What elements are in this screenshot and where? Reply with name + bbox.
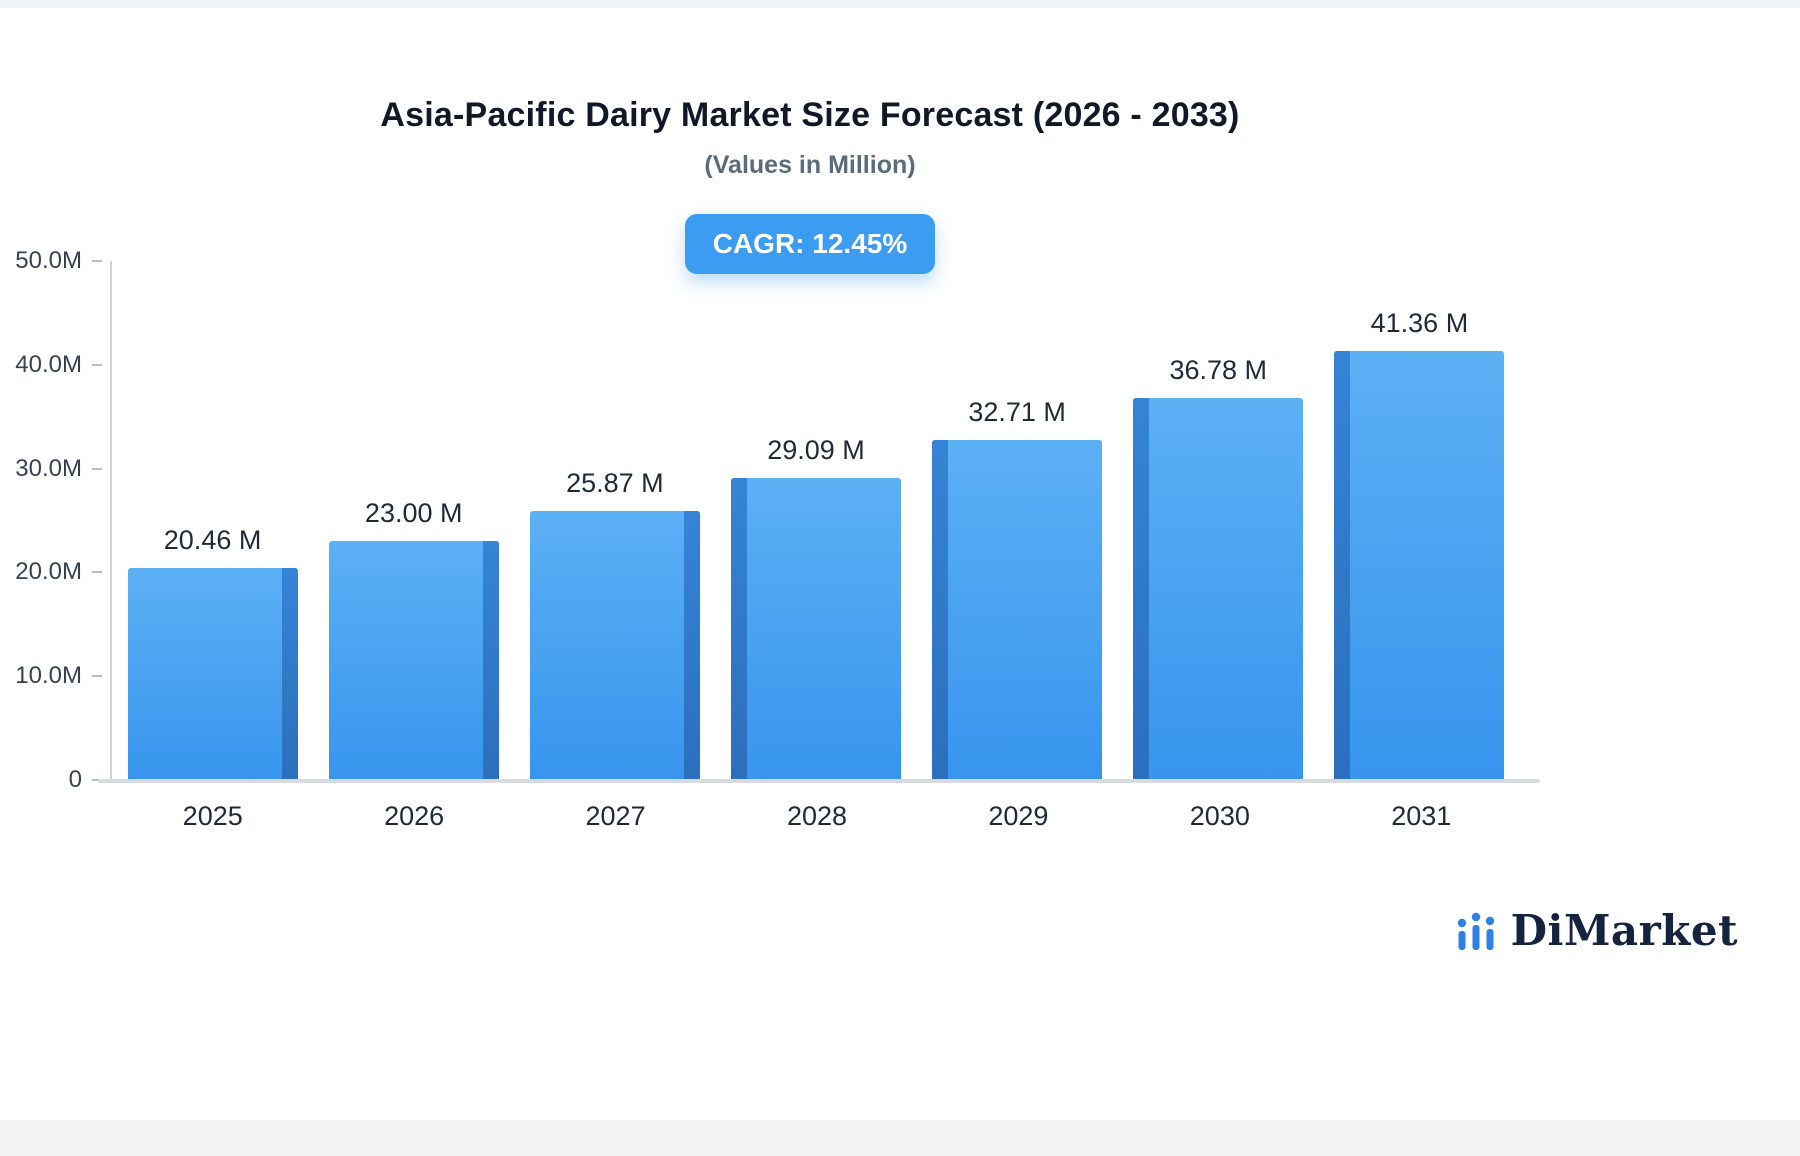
x-axis-labels: 2025 2026 2027 2028 2029 2030 2031 xyxy=(112,801,1522,832)
y-tick-mark xyxy=(92,675,102,678)
y-tick-label: 50.0M xyxy=(0,247,104,275)
plot-area: 20.46 M 23.00 M 25.87 M 29.09 M 32.71 M 36.78… xyxy=(98,261,1540,783)
y-tick-label: 30.0M xyxy=(0,455,104,483)
bar-side-shade xyxy=(482,541,499,780)
y-tick-mark xyxy=(92,467,102,470)
x-tick-label: 2025 xyxy=(182,801,243,831)
bar-value-label: 23.00 M xyxy=(364,498,463,529)
bar-chart: 0 10.0M 20.0M 30.0M 40.0M 50.0M 20.46 M 23.00 … xyxy=(0,247,1800,853)
y-tick-mark xyxy=(92,363,102,366)
bar-value-label: 32.71 M xyxy=(968,397,1066,428)
x-tick-label: 2027 xyxy=(585,801,646,831)
bar-side-shade xyxy=(932,440,949,780)
logo-text: DiMarket xyxy=(1510,906,1738,955)
dimarket-logo: DiMarket xyxy=(1453,906,1738,955)
chart-title: Asia-Pacific Dairy Market Size Forecast … xyxy=(380,96,1240,134)
bar xyxy=(1133,398,1304,780)
bar-slot: 41.36 M xyxy=(1319,261,1520,780)
bar-value-label: 20.46 M xyxy=(163,524,262,555)
bar xyxy=(529,511,700,780)
x-tick-label: 2030 xyxy=(1189,801,1250,831)
bars-layer: 20.46 M 23.00 M 25.87 M 29.09 M 32.71 M 36.78… xyxy=(112,261,1520,780)
x-tick-label: 2031 xyxy=(1391,801,1452,831)
x-tick-label: 2028 xyxy=(786,801,848,831)
bar-slot: 25.87 M xyxy=(514,261,715,780)
bar-value-label: 36.78 M xyxy=(1169,355,1268,386)
bar-slot: 29.09 M xyxy=(715,261,916,780)
chart-subtitle: (Values in Million) xyxy=(704,151,916,179)
bar-slot: 20.46 M xyxy=(112,261,313,780)
y-tick-mark xyxy=(92,571,102,574)
bar xyxy=(127,567,298,780)
bar-value-label: 25.87 M xyxy=(566,468,664,499)
y-tick-label: 20.0M xyxy=(0,558,104,586)
bar-value-label: 29.09 M xyxy=(767,435,865,466)
x-axis-line xyxy=(98,779,1540,783)
bar-slot: 23.00 M xyxy=(313,261,514,780)
bar-side-shade xyxy=(683,511,700,780)
y-tick-label: 10.0M xyxy=(0,662,104,690)
chart-header: Asia-Pacific Dairy Market Size Forecast … xyxy=(0,8,1620,274)
cagr-badge: CAGR: 12.45% xyxy=(684,214,936,274)
bar-value-label: 41.36 M xyxy=(1370,307,1469,338)
y-axis: 0 10.0M 20.0M 30.0M 40.0M 50.0M xyxy=(0,247,104,793)
bar xyxy=(730,478,901,780)
bar-slot: 32.71 M xyxy=(917,261,1118,780)
x-tick-label: 2026 xyxy=(384,801,445,831)
y-axis-line xyxy=(110,261,112,780)
bar-slot: 36.78 M xyxy=(1118,261,1319,780)
bar-side-shade xyxy=(281,567,298,780)
mini-bar-chart-icon xyxy=(1457,912,1494,950)
y-tick-label: 40.0M xyxy=(0,351,104,379)
x-tick-label: 2029 xyxy=(988,801,1049,831)
bar-side-shade xyxy=(1334,350,1351,780)
bar-side-shade xyxy=(730,478,747,780)
badge-container: CAGR: 12.45% xyxy=(0,214,1620,274)
bar-side-shade xyxy=(1133,398,1150,780)
y-tick-mark xyxy=(92,779,102,781)
y-tick-mark xyxy=(92,260,102,262)
bar xyxy=(328,541,499,780)
chart-card: Asia-Pacific Dairy Market Size Forecast … xyxy=(0,8,1800,1120)
y-tick-label: 0 xyxy=(0,766,104,794)
bar xyxy=(932,440,1103,780)
bar xyxy=(1334,350,1505,780)
